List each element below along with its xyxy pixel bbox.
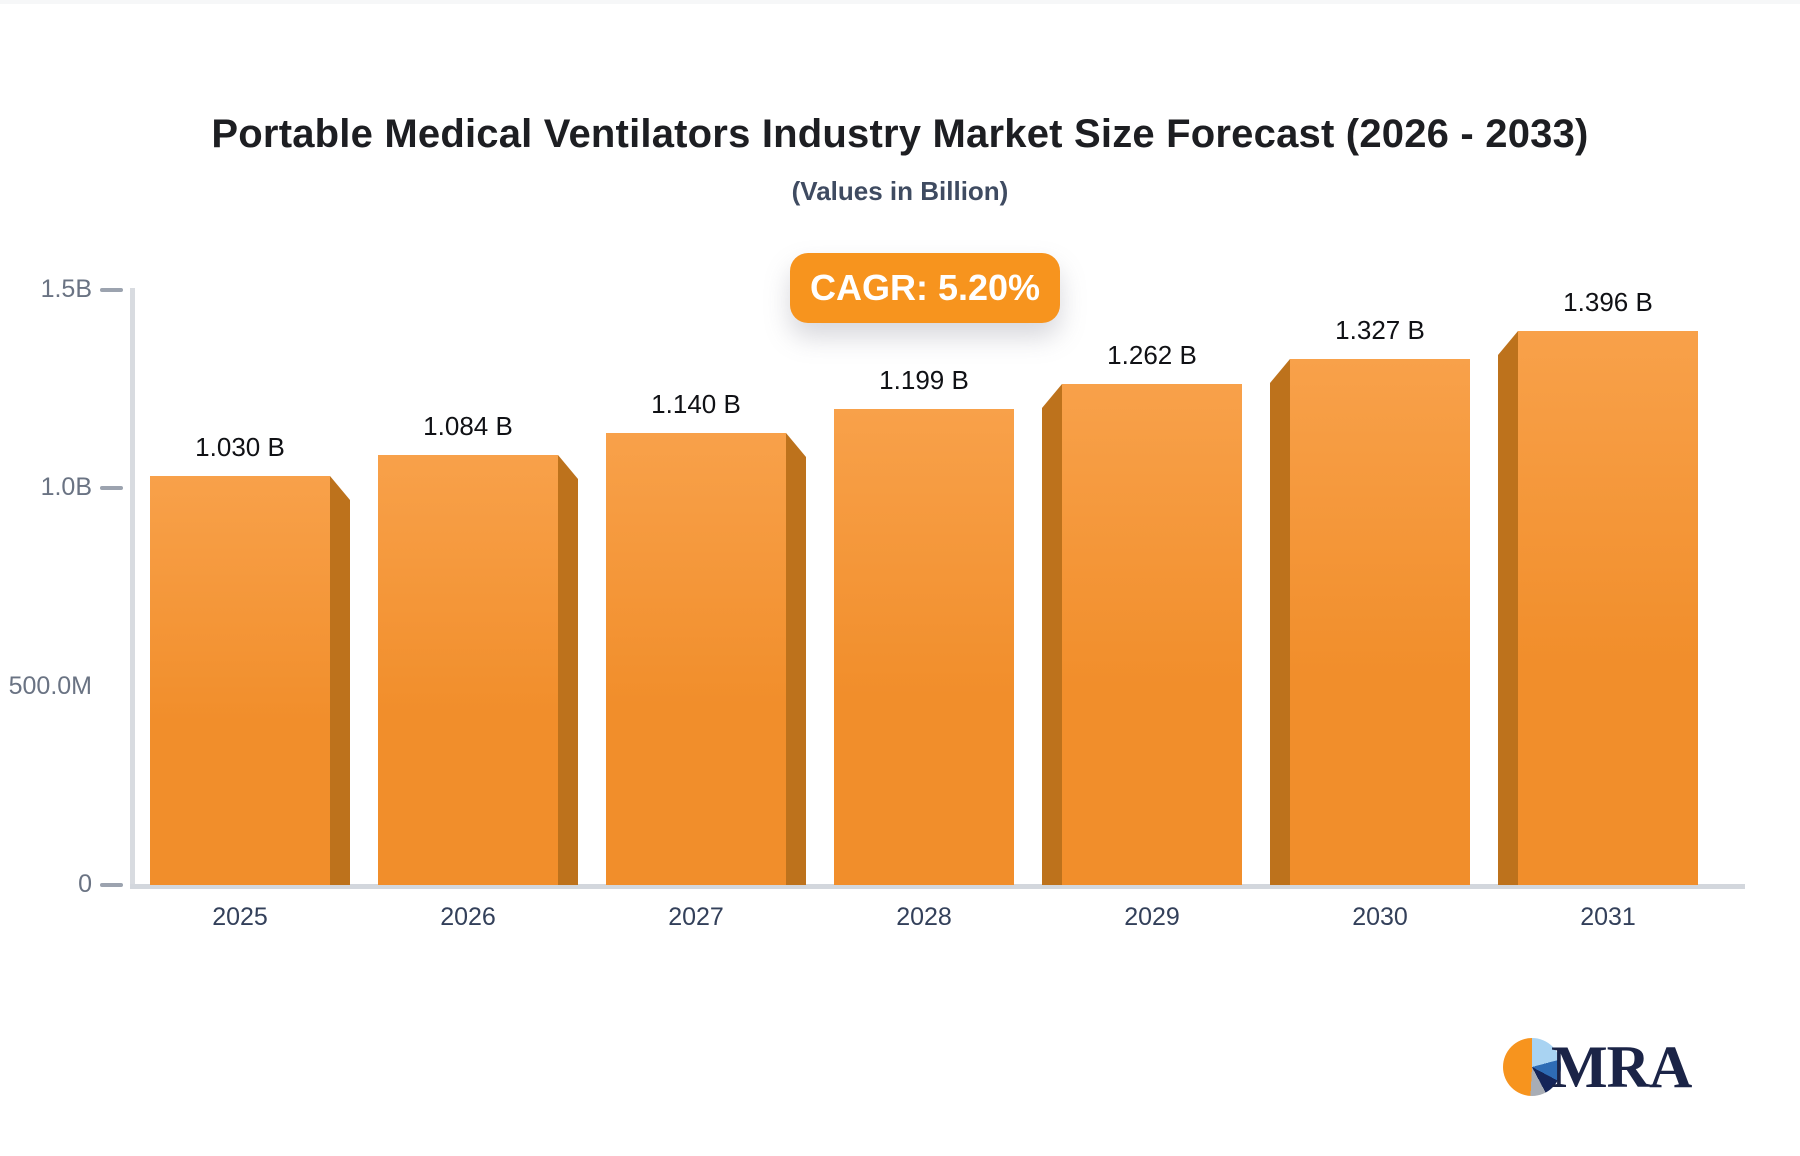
y-tick-mark bbox=[100, 883, 123, 887]
x-axis-line bbox=[130, 884, 1745, 889]
bar-side bbox=[330, 476, 350, 885]
bar-value-label: 1.199 B bbox=[879, 365, 969, 395]
y-axis-line bbox=[130, 288, 135, 888]
bar-2027 bbox=[606, 433, 806, 885]
top-edge-strip bbox=[0, 0, 1800, 4]
bar-face bbox=[1062, 384, 1242, 885]
bar-side bbox=[1498, 331, 1518, 885]
bar-value-label: 1.084 B bbox=[423, 411, 513, 441]
bar-side bbox=[1042, 384, 1062, 885]
x-tick-label: 2026 bbox=[440, 903, 496, 931]
bar-2025 bbox=[150, 476, 350, 885]
bar-value-label: 1.140 B bbox=[651, 389, 741, 419]
bar-face bbox=[1290, 359, 1470, 885]
x-tick-label: 2031 bbox=[1580, 903, 1636, 931]
bar-value-label: 1.030 B bbox=[195, 432, 285, 462]
bar-side bbox=[1270, 359, 1290, 885]
bar-2030 bbox=[1270, 359, 1470, 885]
bar-value-label: 1.396 B bbox=[1563, 287, 1653, 317]
y-tick-label: 0 bbox=[78, 870, 92, 898]
brand-name: MRA bbox=[1551, 1034, 1692, 1100]
x-tick-label: 2027 bbox=[668, 903, 724, 931]
bar-side bbox=[558, 455, 578, 885]
bar-face bbox=[1518, 331, 1698, 885]
bar-value-label: 1.262 B bbox=[1107, 340, 1197, 370]
x-tick-label: 2025 bbox=[212, 903, 268, 931]
y-tick-label: 500.0M bbox=[8, 671, 92, 700]
bar-face bbox=[606, 433, 786, 885]
chart-subtitle: (Values in Billion) bbox=[791, 176, 1009, 206]
bar-2029 bbox=[1042, 384, 1242, 885]
x-tick-label: 2028 bbox=[896, 903, 952, 931]
y-tick-mark bbox=[100, 486, 123, 491]
y-tick-mark bbox=[100, 288, 123, 292]
bar-side bbox=[786, 433, 806, 885]
bar-face bbox=[150, 476, 330, 885]
x-tick-label: 2030 bbox=[1352, 903, 1408, 931]
bar-value-label: 1.327 B bbox=[1335, 315, 1425, 345]
bar-face bbox=[834, 409, 1014, 885]
x-tick-label: 2029 bbox=[1124, 903, 1180, 931]
cagr-badge: CAGR: 5.20% bbox=[790, 253, 1060, 323]
bar-2031 bbox=[1498, 331, 1698, 885]
brand-logo: MRA bbox=[1503, 1034, 1692, 1100]
y-tick-label: 1.5B bbox=[40, 275, 92, 303]
pie-logo-icon bbox=[1503, 1038, 1561, 1096]
bar-2026 bbox=[378, 455, 578, 885]
bar-2028 bbox=[834, 409, 1014, 885]
bar-face bbox=[378, 455, 558, 885]
y-tick-label: 1.0B bbox=[40, 473, 92, 502]
chart-title: Portable Medical Ventilators Industry Ma… bbox=[211, 112, 1589, 156]
